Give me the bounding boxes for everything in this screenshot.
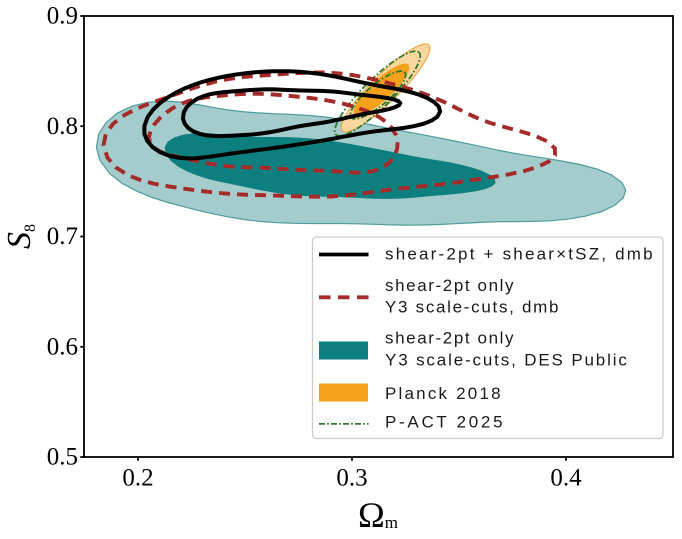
svg-text:P-ACT 2025: P-ACT 2025 xyxy=(385,412,505,431)
svg-text:0.8: 0.8 xyxy=(47,113,78,140)
svg-text:shear-2pt + shear×tSZ, dmb: shear-2pt + shear×tSZ, dmb xyxy=(385,245,655,264)
svg-text:shear-2pt only: shear-2pt only xyxy=(385,276,515,295)
svg-text:0.6: 0.6 xyxy=(47,333,78,360)
svg-text:0.4: 0.4 xyxy=(550,465,582,492)
svg-text:Y3 scale-cuts, dmb: Y3 scale-cuts, dmb xyxy=(385,297,560,316)
svg-text:0.5: 0.5 xyxy=(47,444,78,471)
svg-text:Y3 scale-cuts, DES Public: Y3 scale-cuts, DES Public xyxy=(385,351,629,370)
svg-text:Planck 2018: Planck 2018 xyxy=(385,384,503,403)
svg-text:0.2: 0.2 xyxy=(122,465,153,492)
svg-text:0.9: 0.9 xyxy=(47,3,78,30)
svg-text:shear-2pt only: shear-2pt only xyxy=(385,329,515,348)
svg-text:0.7: 0.7 xyxy=(47,223,78,250)
svg-text:0.3: 0.3 xyxy=(336,465,367,492)
svg-text:Ωm: Ωm xyxy=(358,495,398,534)
